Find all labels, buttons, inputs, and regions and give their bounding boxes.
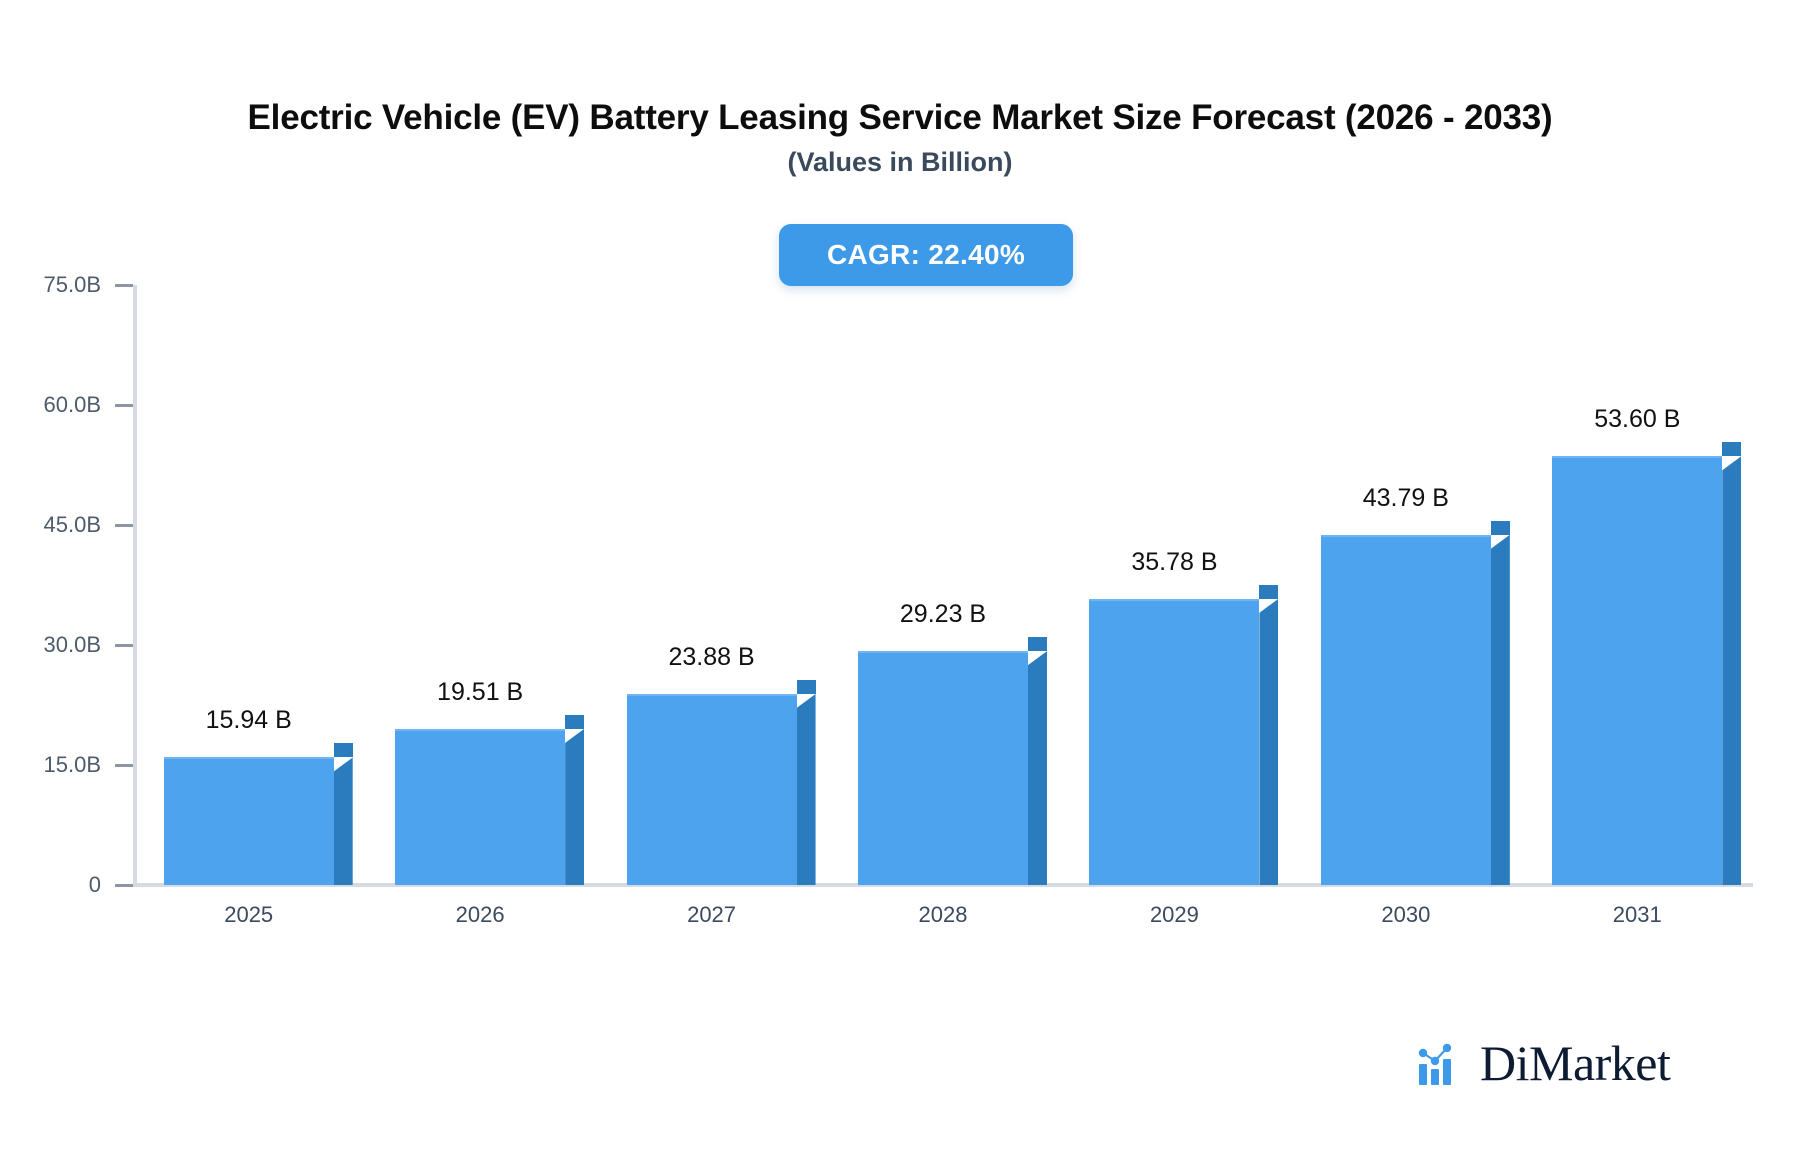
bar-column[interactable]: 29.23 B (858, 600, 1047, 885)
x-axis-tick-label: 2031 (1612, 902, 1662, 927)
y-axis-line (133, 285, 137, 885)
bar-value-label: 35.78 B (1131, 547, 1218, 576)
bar-front-face (1552, 456, 1723, 885)
y-axis-tick-label: 75.0B (43, 272, 102, 297)
y-axis-tick-label: 30.0B (43, 632, 102, 657)
bar-column[interactable]: 19.51 B (395, 678, 585, 885)
y-axis-tick-label: 60.0B (43, 392, 102, 417)
bar-side-face (333, 757, 353, 885)
chart-title: Electric Vehicle (EV) Battery Leasing Se… (247, 98, 1553, 137)
bar-top-face (1722, 442, 1742, 457)
y-axis-tick-mark (115, 763, 133, 767)
y-axis-tick-mark (115, 283, 133, 287)
bar-column[interactable]: 35.78 B (1089, 548, 1279, 885)
dimarket-logo: DiMarket (1418, 1035, 1671, 1091)
x-axis-tick-label: 2030 (1381, 902, 1431, 927)
bar-side-face (1722, 456, 1742, 885)
y-axis-tick-label: 0 (88, 872, 101, 897)
logo-wordmark: DiMarket (1480, 1035, 1671, 1091)
bar-front-face (1320, 534, 1491, 885)
bar-side-face (1490, 534, 1510, 885)
y-axis-tick-mark (115, 523, 133, 527)
y-axis-tick: 0 (3, 872, 133, 898)
x-axis-line (133, 883, 1753, 887)
bar-top-face (796, 679, 816, 694)
y-axis-tick-mark (115, 883, 133, 887)
bar-column[interactable]: 15.94 B (163, 706, 353, 885)
bar-front-face (626, 693, 797, 885)
bar-side-face (1259, 598, 1279, 885)
x-axis-tick-label: 2027 (687, 902, 737, 927)
x-axis-tick-label: 2025 (224, 902, 274, 927)
bar-side-face (565, 728, 585, 885)
bar-column[interactable]: 53.60 B (1552, 405, 1742, 885)
bar-column[interactable]: 43.79 B (1320, 484, 1510, 885)
bar-side-face (1028, 651, 1047, 885)
cagr-badge: CAGR: 22.40% (779, 224, 1073, 286)
bar-front-face (163, 757, 334, 885)
bar-top-face (333, 743, 353, 758)
x-axis-tick-label: 2028 (918, 902, 968, 927)
bar-top-face (1028, 637, 1047, 652)
bar-series: 15.94 B 19.51 B 23.88 B 29.23 B 35.78 B 43.79… (133, 285, 1753, 885)
bar-front-face (858, 651, 1028, 885)
y-axis-tick-label: 45.0B (43, 512, 102, 537)
y-axis-tick: 60.0B (3, 392, 133, 418)
bar-chart-logo-icon (1418, 1042, 1466, 1086)
y-axis-tick: 75.0B (3, 272, 133, 298)
cagr-badge-label: CAGR: 22.40% (826, 239, 1026, 270)
chart-subtitle: (Values in Billion) (787, 147, 1013, 177)
y-axis-tick: 30.0B (3, 632, 133, 658)
bar-column[interactable]: 23.88 B (626, 643, 816, 885)
x-axis-tick-label: 2026 (455, 902, 505, 927)
x-axis-tick-label: 2029 (1149, 902, 1199, 927)
bar-value-label: 19.51 B (437, 677, 524, 706)
bar-value-label: 43.79 B (1362, 483, 1449, 512)
bar-front-face (395, 728, 566, 885)
bar-value-label: 15.94 B (205, 706, 292, 735)
bar-side-face (796, 693, 816, 885)
bar-top-face (1490, 520, 1510, 535)
bar-value-label: 53.60 B (1594, 405, 1681, 434)
bar-top-face (1259, 584, 1279, 599)
bar-value-label: 23.88 B (668, 642, 755, 671)
bar-front-face (1089, 598, 1260, 885)
y-axis-tick-mark (115, 403, 133, 407)
y-axis-tick: 15.0B (3, 752, 133, 778)
bar-value-label: 29.23 B (899, 600, 987, 629)
y-axis-tick-label: 15.0B (43, 752, 102, 777)
bar-top-face (565, 714, 585, 729)
y-axis-tick-mark (115, 643, 133, 647)
y-axis-tick: 45.0B (3, 512, 133, 538)
plot-area: 0 15.0B 30.0B 45.0B 60.0B 75.0B 15.94 B 19.51 … (44, 272, 1753, 897)
